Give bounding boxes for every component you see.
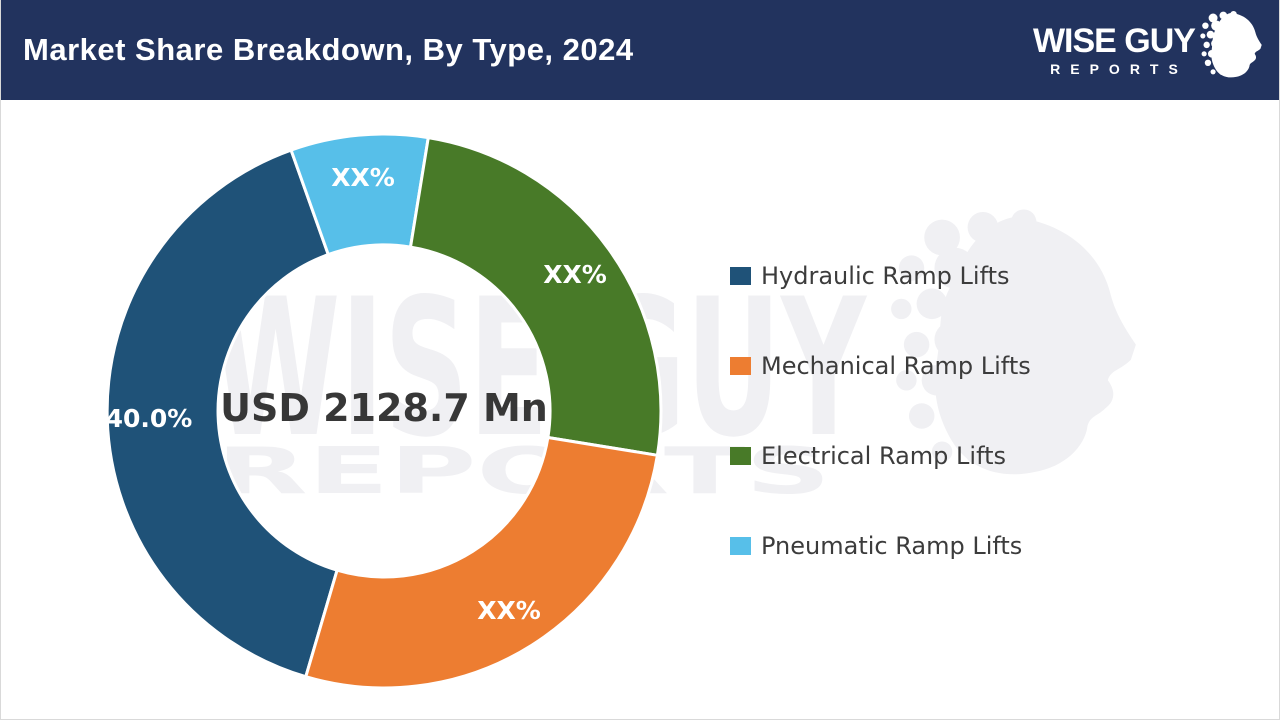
face-dot <box>965 438 991 465</box>
watermark-face-icon <box>891 209 1136 475</box>
face-dot <box>1211 39 1221 49</box>
face-dot <box>921 365 953 396</box>
logo-subtitle: REPORTS <box>1050 61 1188 77</box>
legend-item-hydraulic-ramp-lifts: Hydraulic Ramp Lifts <box>730 262 1031 290</box>
face-dot <box>1201 51 1207 57</box>
face-dot <box>1225 48 1232 55</box>
face-dot <box>980 316 1006 343</box>
legend-item-mechanical-ramp-lifts: Mechanical Ramp Lifts <box>730 352 1031 380</box>
face-dot <box>1018 395 1039 416</box>
legend-label: Mechanical Ramp Lifts <box>761 352 1031 380</box>
face-dot <box>1211 20 1222 31</box>
donut-slice-labels: 40.0% XX% XX% XX% <box>106 163 607 625</box>
face-dot <box>1003 436 1024 457</box>
slice-label-mechanical-ramp-lifts: XX% <box>477 596 541 625</box>
donut-slices <box>105 132 663 690</box>
donut-slice-mechanical-ramp-lifts <box>304 436 659 690</box>
legend-swatch <box>730 357 751 375</box>
face-dot <box>980 398 1006 424</box>
chart-area: WISE GUY REPORTS 40.0% XX% XX% XX% USD 2128… <box>1 100 1279 719</box>
face-dot <box>1215 28 1226 39</box>
face-dot <box>934 321 971 358</box>
donut-slice-electrical-ramp-lifts <box>409 136 663 457</box>
page-title: Market Share Breakdown, By Type, 2024 <box>23 32 634 67</box>
face-dot <box>1233 18 1239 24</box>
face-dot <box>1222 37 1230 45</box>
face-dot <box>1003 314 1034 345</box>
face-dot <box>949 278 991 320</box>
face-dot <box>1200 33 1206 39</box>
donut-chart: WISE GUY REPORTS 40.0%XX%XX%XX% USD 2128… <box>105 132 1136 690</box>
face-dot <box>1207 50 1216 58</box>
face-dot <box>1210 69 1216 75</box>
legend-swatch <box>730 447 751 465</box>
face-dot <box>990 357 1017 383</box>
legend-item-pneumatic-ramp-lifts: Pneumatic Ramp Lifts <box>730 532 1031 560</box>
legend-label: Electrical Ramp Lifts <box>761 442 1007 470</box>
face-dot <box>934 247 976 289</box>
wiseguy-logo: WISE GUY REPORTS <box>1033 9 1263 91</box>
face-dot <box>903 331 930 358</box>
face-dot <box>908 403 935 429</box>
face-dot <box>1226 27 1233 34</box>
face-dot <box>1232 57 1238 63</box>
face-dot <box>891 298 912 320</box>
face-dot <box>1218 68 1226 75</box>
logo-wordmark: WISE GUY <box>1032 22 1196 60</box>
face-dot <box>896 370 917 391</box>
face-dot <box>954 352 991 388</box>
face-dot <box>1213 58 1221 67</box>
logo-face-icon <box>1200 10 1262 78</box>
donut-slice-hydraulic-ramp-lifts <box>105 148 339 679</box>
face-dot <box>982 242 1014 274</box>
legend-swatch <box>730 537 751 555</box>
legend: Hydraulic Ramp Lifts Mechanical Ramp Lift… <box>730 262 1031 560</box>
legend-label: Pneumatic Ramp Lifts <box>761 532 1023 560</box>
face-dot <box>1204 59 1212 66</box>
face-dot <box>931 441 953 462</box>
face-dot <box>1206 30 1215 39</box>
face-dot <box>967 212 999 243</box>
face-dot <box>1202 22 1209 29</box>
face-dot <box>1230 10 1237 18</box>
legend-label: Hydraulic Ramp Lifts <box>761 262 1010 290</box>
face-dot <box>898 255 925 281</box>
face-dot <box>1228 67 1234 74</box>
face-dot <box>995 275 1022 302</box>
legend-swatch <box>730 267 751 285</box>
face-dot <box>1208 13 1218 23</box>
face-dot <box>1216 46 1226 56</box>
watermark-subtitle: REPORTS <box>216 435 831 509</box>
logo-text: WISE GUY REPORTS <box>1032 22 1196 77</box>
legend-item-electrical-ramp-lifts: Electrical Ramp Lifts <box>730 442 1031 470</box>
slice-label-hydraulic-ramp-lifts: 40.0% <box>106 404 193 433</box>
face-dot <box>1222 58 1230 65</box>
face-dot <box>1203 41 1210 49</box>
face-dot <box>942 400 973 432</box>
face-dot <box>1223 19 1231 27</box>
header: Market Share Breakdown, By Type, 2024 WI… <box>1 0 1279 100</box>
slice-label-electrical-ramp-lifts: XX% <box>543 260 607 289</box>
face-dot <box>1010 209 1037 235</box>
face-dot <box>1023 237 1045 258</box>
face-dot <box>1228 37 1237 45</box>
face-dot <box>916 288 948 320</box>
face-dot <box>924 219 960 256</box>
donut-center-value: USD 2128.7 Mn <box>220 386 548 430</box>
face-dot <box>1219 11 1228 20</box>
slice-label-pneumatic-ramp-lifts: XX% <box>331 163 395 192</box>
